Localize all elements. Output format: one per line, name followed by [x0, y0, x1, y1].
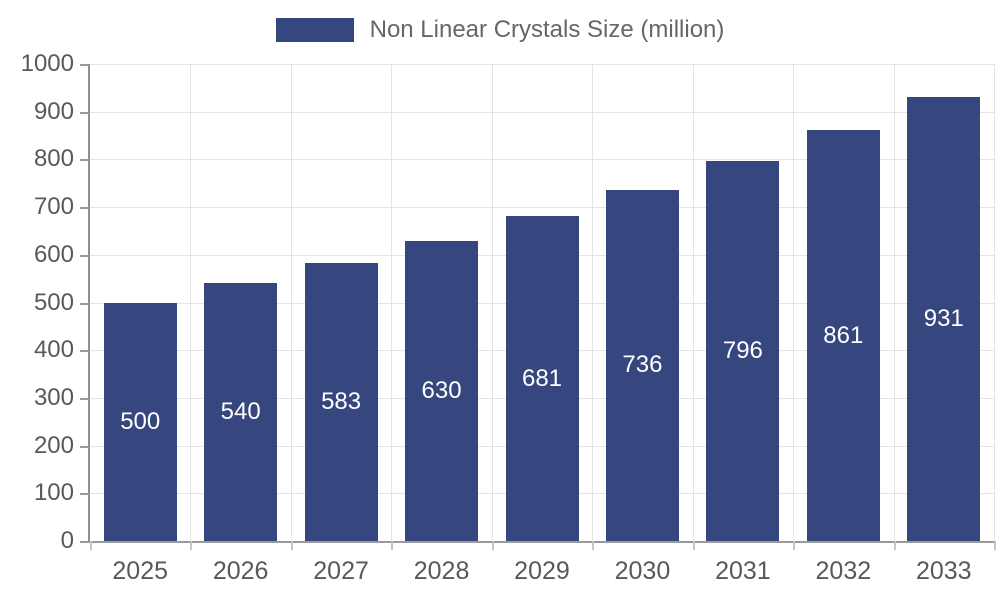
y-axis-tick: [80, 111, 89, 114]
x-axis-tick: [391, 541, 394, 550]
x-axis-tick: [90, 541, 92, 550]
y-axis-tick: [80, 541, 89, 543]
bar-value-label: 583: [321, 387, 362, 415]
y-axis-tick: [80, 207, 89, 210]
gridline-vertical: [290, 64, 292, 541]
x-axis-tick-label: 2029: [514, 557, 570, 585]
y-axis-tick-label: 900: [33, 97, 74, 125]
x-axis-tick: [692, 541, 695, 550]
plot-area: 0 100 200 300 400 500 600 700 800 900 1000 500 2025 5…: [21, 51, 996, 585]
bar-2030: 736: [605, 189, 679, 541]
y-axis-tick-label: 1000: [20, 50, 74, 77]
y-axis-tick: [80, 493, 89, 496]
bar-2029: 681: [505, 216, 579, 541]
gridline-vertical: [592, 64, 594, 541]
bar-value-label: 500: [120, 407, 161, 435]
bar-value-label: 736: [622, 351, 663, 379]
y-axis-tick-label: 300: [33, 383, 74, 411]
x-axis-tick: [290, 541, 293, 550]
y-axis-tick: [80, 397, 89, 400]
y-axis-tick: [80, 64, 89, 66]
bar-2028: 630: [405, 240, 479, 541]
bar-value-label: 630: [421, 376, 462, 404]
y-axis-tick: [80, 445, 89, 448]
x-axis-tick: [793, 541, 796, 550]
gridline-vertical: [190, 64, 192, 541]
x-axis-tick-label: 2032: [815, 557, 872, 585]
bar-2032: 861: [806, 130, 880, 541]
gridline-horizontal: [90, 159, 994, 161]
bar-value-label: 540: [220, 398, 261, 426]
y-axis-tick: [80, 254, 89, 257]
bar-value-label: 861: [823, 321, 864, 349]
y-axis-tick: [80, 350, 89, 353]
gridline-horizontal: [90, 111, 994, 113]
x-axis-tick: [592, 541, 595, 550]
y-axis-tick-label: 700: [33, 193, 74, 221]
bar-value-label: 681: [521, 364, 563, 392]
gridline-vertical: [692, 64, 694, 541]
x-axis-tick: [893, 541, 896, 550]
y-axis-tick: [80, 302, 89, 305]
gridline-vertical: [994, 64, 995, 541]
legend-label: Non Linear Crystals Size (million): [369, 16, 725, 43]
gridline-vertical: [391, 64, 393, 541]
y-axis-tick-label: 100: [33, 479, 74, 507]
x-axis-tick-label: 2028: [413, 557, 470, 585]
x-axis-tick: [994, 541, 996, 550]
bar-2025: 500: [103, 302, 177, 541]
y-axis-tick-label: 800: [33, 145, 74, 173]
y-axis-tick-label: 400: [33, 336, 74, 364]
gridline-vertical: [893, 64, 895, 541]
x-axis-tick-label: 2033: [915, 557, 972, 585]
y-axis-tick-label: 600: [33, 240, 74, 268]
y-axis-tick: [80, 159, 89, 162]
legend-swatch: [275, 18, 354, 42]
x-axis-tick: [491, 541, 494, 550]
y-axis-tick-label: 0: [60, 527, 74, 554]
x-axis-tick-label: 2030: [614, 557, 671, 585]
x-axis-tick: [190, 541, 193, 550]
y-axis-tick-label: 200: [33, 431, 74, 459]
bar-2027: 583: [304, 262, 378, 541]
bar-value-label: 931: [923, 304, 964, 332]
gridline-horizontal: [90, 207, 994, 209]
gridline-vertical: [793, 64, 795, 541]
gridline-vertical: [491, 64, 493, 541]
x-axis-tick-label: 2027: [313, 557, 369, 585]
gridline-horizontal: [90, 64, 994, 65]
bar-2033: 931: [907, 96, 981, 541]
y-axis-tick-label: 500: [33, 288, 74, 316]
x-axis-tick-label: 2025: [112, 557, 169, 585]
x-axis-tick-label: 2031: [715, 557, 771, 585]
bar-value-label: 796: [722, 337, 763, 365]
bar-2026: 540: [204, 283, 278, 541]
chart-legend: Non Linear Crystals Size (million): [0, 16, 1000, 44]
bar-2031: 796: [706, 161, 780, 541]
x-axis-tick-label: 2026: [212, 557, 269, 585]
